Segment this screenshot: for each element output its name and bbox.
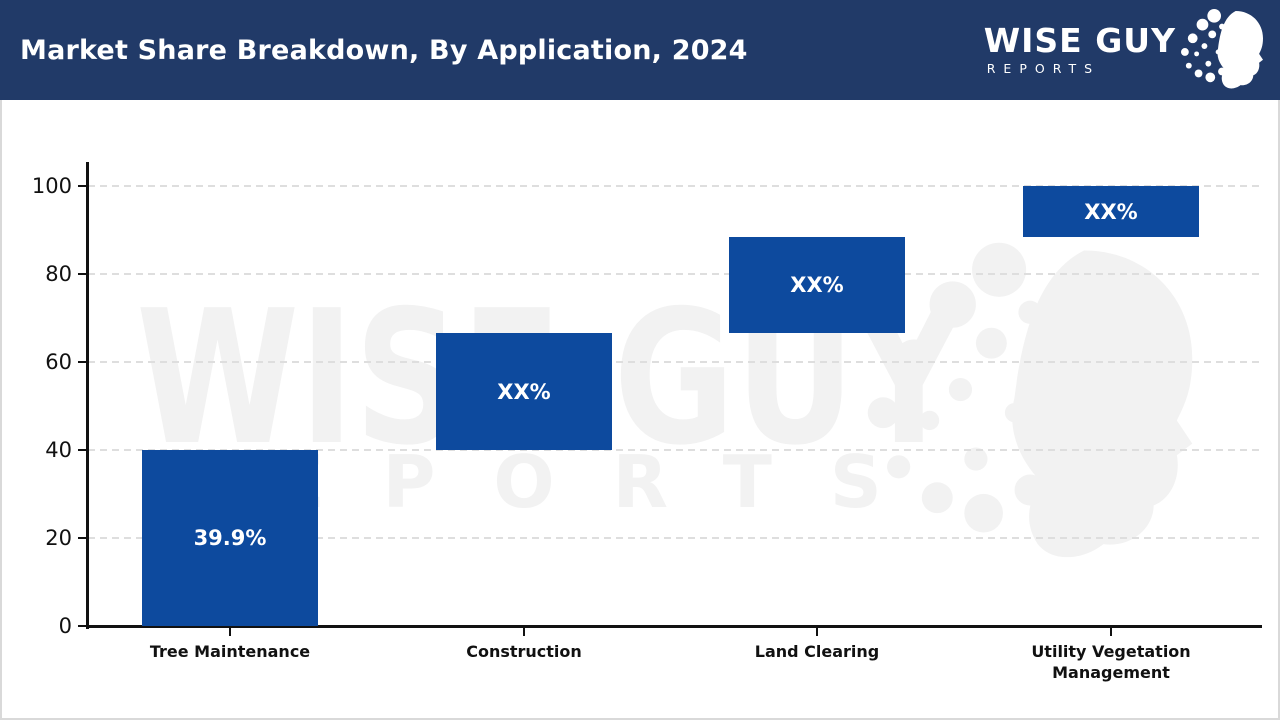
bar-value-label: XX% <box>790 273 844 298</box>
watermark-face-icon <box>867 242 1193 558</box>
bar-construction: XX% <box>436 333 612 451</box>
gridline <box>88 537 1262 539</box>
header: Market Share Breakdown, By Application, … <box>0 0 1280 100</box>
logo-wordmark: WISE GUY <box>983 21 1176 60</box>
logo-text: WISE GUY REPORTS <box>984 24 1176 76</box>
x-tick <box>523 627 525 636</box>
x-tick <box>229 627 231 636</box>
x-tick <box>816 627 818 636</box>
bar-tree-maintenance: 39.9% <box>142 450 318 626</box>
y-axis-tick-label: 100 <box>31 174 72 198</box>
bar-value-label: 39.9% <box>193 526 267 551</box>
y-tick <box>78 273 88 275</box>
gridline <box>88 361 1262 363</box>
x-axis-category-label: Land Clearing <box>754 642 880 661</box>
y-axis-tick-label: 40 <box>45 438 72 462</box>
logo-reports-text: REPORTS <box>986 61 1101 76</box>
y-axis-tick-label: 0 <box>58 614 72 638</box>
y-axis-tick-label: 60 <box>45 350 72 374</box>
x-axis-category-label: Tree Maintenance <box>149 642 311 661</box>
axis-spine-bottom <box>86 625 1262 628</box>
bar-land-clearing: XX% <box>729 237 905 334</box>
gridline <box>88 449 1262 451</box>
bar-value-label: XX% <box>1084 199 1138 224</box>
y-axis-tick-label: 20 <box>45 526 72 550</box>
x-axis-category-label: Utility Vegetation Management <box>1031 642 1191 683</box>
logo-face-icon <box>1181 9 1263 89</box>
gridline <box>88 185 1262 187</box>
y-tick <box>78 449 88 451</box>
gridline <box>88 273 1262 275</box>
y-tick <box>78 537 88 539</box>
y-tick <box>78 185 88 187</box>
bar-value-label: XX% <box>497 379 551 404</box>
y-axis-tick-label: 80 <box>45 262 72 286</box>
y-tick <box>78 361 88 363</box>
x-axis-category-label: Construction <box>466 642 582 661</box>
y-tick <box>78 625 88 627</box>
x-tick <box>1110 627 1112 636</box>
axis-spine-left <box>86 162 89 629</box>
page-title: Market Share Breakdown, By Application, … <box>20 34 748 66</box>
wise-guy-logo: WISE GUY REPORTS <box>984 9 1266 91</box>
bar-utility-vegetation-management: XX% <box>1023 186 1199 238</box>
